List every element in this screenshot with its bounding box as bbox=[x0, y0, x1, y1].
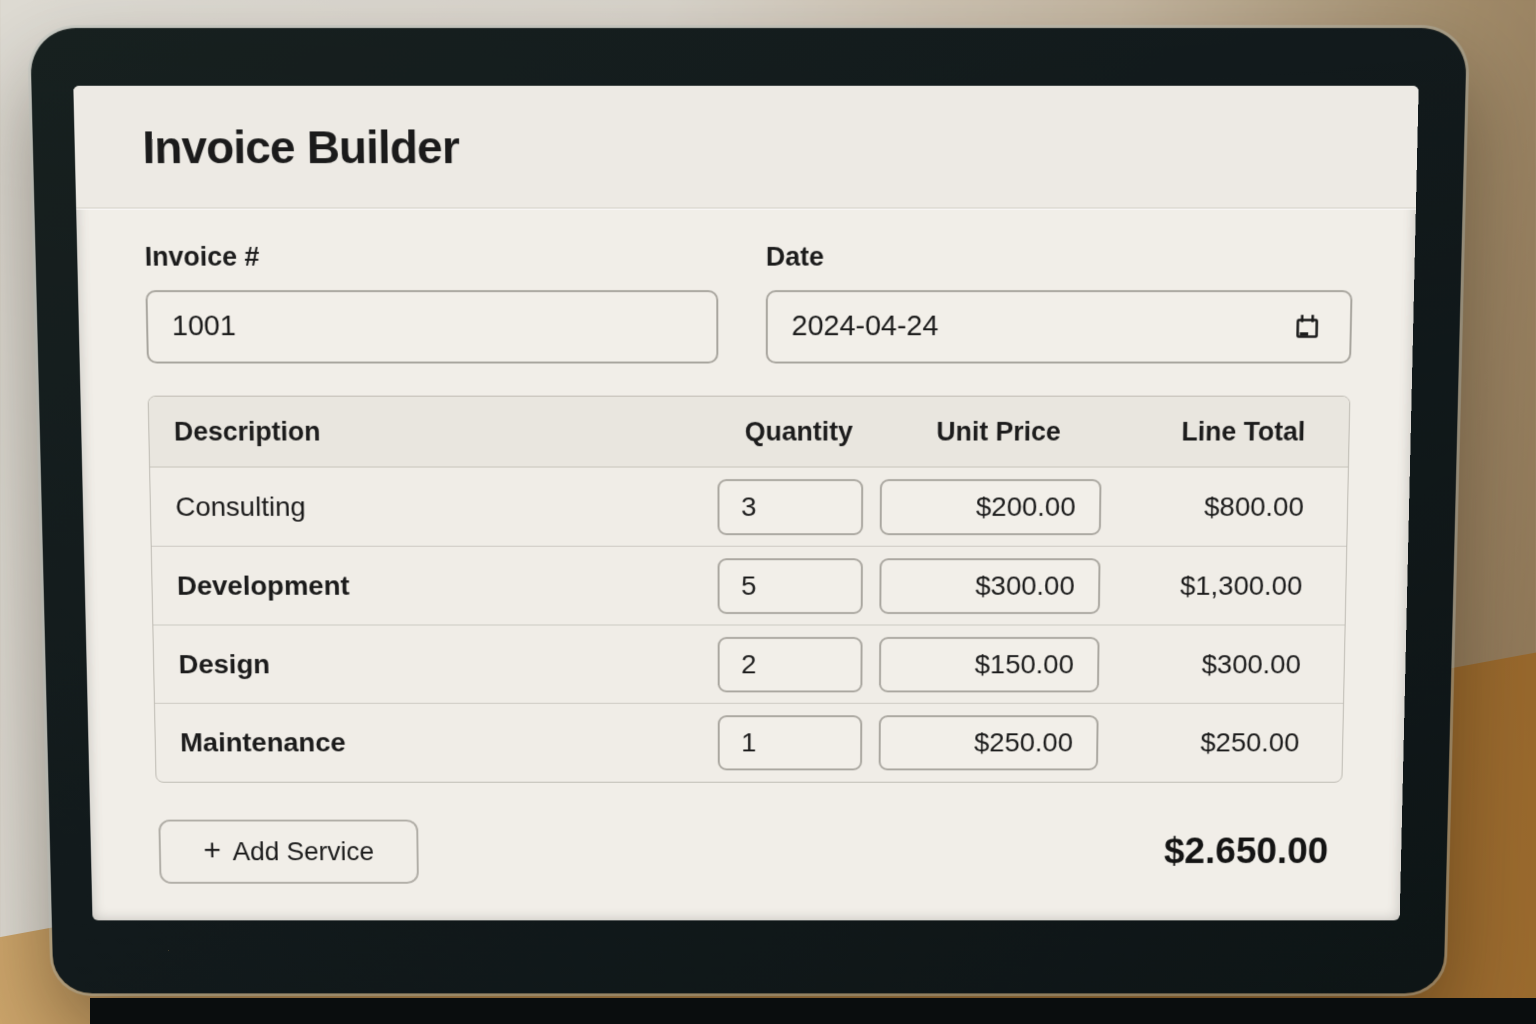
table-row: Consulting $800.00 bbox=[150, 467, 1348, 547]
plus-icon: + bbox=[203, 833, 222, 867]
date-input[interactable] bbox=[765, 290, 1353, 364]
column-header-line-total: Line Total bbox=[1181, 416, 1306, 446]
quantity-input[interactable] bbox=[717, 715, 863, 771]
date-label: Date bbox=[765, 242, 824, 272]
laptop-base bbox=[90, 998, 1536, 1024]
unit-price-input[interactable] bbox=[878, 715, 1099, 771]
description-cell: Maintenance bbox=[179, 727, 346, 758]
calendar-icon[interactable] bbox=[1290, 311, 1324, 344]
description-cell: Design bbox=[178, 648, 271, 679]
table-row: Development $1,300.00 bbox=[151, 546, 1347, 626]
column-header-unit-price: Unit Price bbox=[936, 416, 1061, 446]
add-service-label: Add Service bbox=[232, 837, 375, 866]
unit-price-input[interactable] bbox=[878, 636, 1100, 692]
line-total-value: $300.00 bbox=[1201, 648, 1302, 679]
add-service-button[interactable]: + Add Service bbox=[158, 819, 419, 884]
invoice-builder-window: Invoice Builder Invoice # Date Descripti… bbox=[73, 85, 1419, 921]
unit-price-input[interactable] bbox=[879, 557, 1101, 614]
page-title: Invoice Builder bbox=[141, 121, 460, 174]
laptop-frame: Invoice Builder Invoice # Date Descripti… bbox=[30, 28, 1467, 994]
quantity-input[interactable] bbox=[717, 636, 863, 692]
line-total-value: $800.00 bbox=[1204, 491, 1305, 522]
app-header: Invoice Builder bbox=[73, 85, 1419, 209]
grand-total-value: $2.650.00 bbox=[1163, 831, 1329, 872]
column-header-quantity: Quantity bbox=[744, 416, 853, 446]
quantity-input[interactable] bbox=[717, 557, 863, 614]
table-row: Maintenance $250.00 bbox=[155, 704, 1343, 782]
invoice-number-label: Invoice # bbox=[144, 242, 260, 272]
description-cell: Development bbox=[176, 570, 350, 601]
line-total-value: $1,300.00 bbox=[1179, 570, 1303, 601]
table-body: Consulting $800.00 Development bbox=[150, 467, 1348, 782]
table-header-row: Description Quantity Unit Price Line Tot… bbox=[148, 396, 1350, 468]
unit-price-input[interactable] bbox=[879, 478, 1102, 535]
description-cell: Consulting bbox=[175, 491, 306, 522]
table-row: Design $300.00 bbox=[153, 625, 1345, 704]
quantity-input[interactable] bbox=[717, 478, 864, 535]
invoice-number-input[interactable] bbox=[145, 290, 719, 364]
line-total-value: $250.00 bbox=[1200, 727, 1300, 758]
column-header-description: Description bbox=[173, 416, 321, 446]
line-items-table: Description Quantity Unit Price Line Tot… bbox=[147, 395, 1351, 783]
